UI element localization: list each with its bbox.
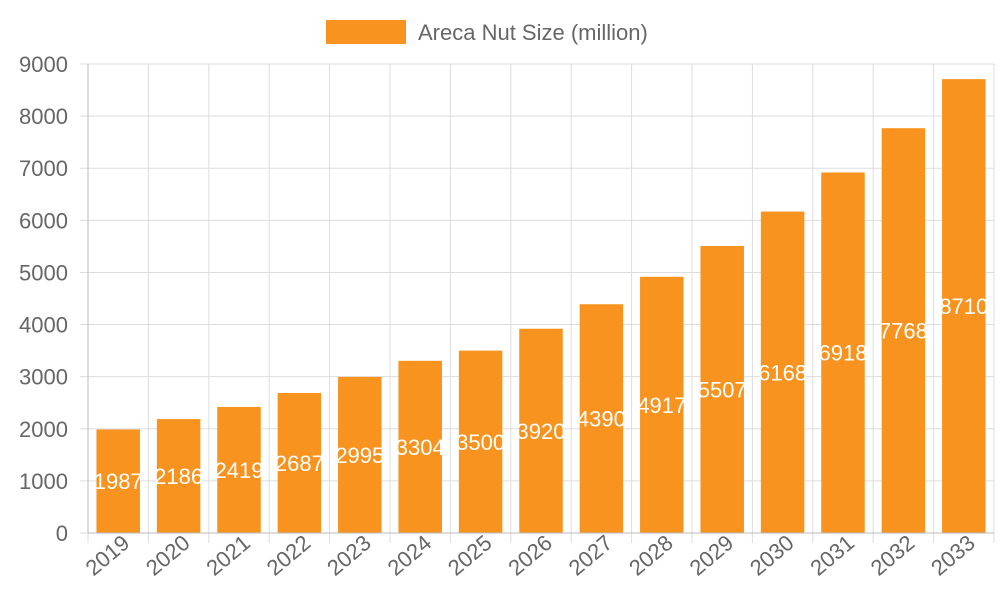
y-tick-label-0: 0 xyxy=(56,521,68,546)
x-tick-label-2030: 2030 xyxy=(745,530,799,581)
gridlines xyxy=(87,63,995,543)
y-tick-label-1000: 1000 xyxy=(19,469,68,494)
y-tick-label-9000: 9000 xyxy=(19,52,68,77)
data-label-2025: 3500 xyxy=(456,430,505,455)
x-tick-label-2023: 2023 xyxy=(322,530,376,581)
data-label-2021: 2419 xyxy=(215,458,264,483)
data-label-2019: 1987 xyxy=(94,469,143,494)
data-label-2029: 5507 xyxy=(698,378,747,403)
data-label-2022: 2687 xyxy=(275,451,324,476)
bar-2025[interactable] xyxy=(458,350,503,533)
bar-2032[interactable] xyxy=(881,128,926,534)
bar-2019[interactable] xyxy=(96,429,140,533)
x-tick-label-2032: 2032 xyxy=(866,530,920,581)
data-label-2033: 8710 xyxy=(939,294,988,319)
legend-swatch xyxy=(326,20,406,44)
bar-2029[interactable] xyxy=(700,246,744,533)
bar-2021[interactable] xyxy=(217,406,261,533)
data-label-2027: 4390 xyxy=(577,407,626,432)
x-tick-label-2024: 2024 xyxy=(383,530,437,581)
y-tick-label-4000: 4000 xyxy=(19,313,68,338)
data-labels: 1987 2186 2419 2687 2995 3304 3500 3920 4390 4917… xyxy=(94,294,989,494)
legend[interactable]: Areca Nut Size (million) xyxy=(326,20,648,45)
data-label-2032: 7768 xyxy=(879,319,928,344)
y-tick-label-5000: 5000 xyxy=(19,260,68,285)
bar-2024[interactable] xyxy=(398,360,442,533)
data-label-2031: 6918 xyxy=(819,341,868,366)
x-tick-label-2026: 2026 xyxy=(503,530,557,581)
data-label-2023: 2995 xyxy=(335,443,384,468)
x-tick-label-2029: 2029 xyxy=(685,530,739,581)
data-label-2020: 2186 xyxy=(154,464,203,489)
bar-2027[interactable] xyxy=(579,304,624,533)
x-tick-label-2028: 2028 xyxy=(624,530,678,581)
y-tick-label-7000: 7000 xyxy=(19,156,68,181)
x-tick-label-2031: 2031 xyxy=(805,530,859,581)
y-tick-label-8000: 8000 xyxy=(19,104,68,129)
x-tick-label-2022: 2022 xyxy=(262,530,316,581)
bar-2033[interactable] xyxy=(942,79,986,534)
y-axis-ticks: 0 1000 2000 3000 4000 5000 6000 7000 8000 9000 xyxy=(19,52,88,546)
bar-2026[interactable] xyxy=(519,328,563,533)
x-tick-label-2021: 2021 xyxy=(201,530,255,581)
bar-2028[interactable] xyxy=(640,276,684,533)
x-tick-label-2019: 2019 xyxy=(81,530,135,581)
data-label-2026: 3920 xyxy=(517,419,566,444)
bar-2022[interactable] xyxy=(277,392,322,533)
x-tick-label-2020: 2020 xyxy=(141,530,195,581)
bar-2020[interactable] xyxy=(156,419,201,533)
x-tick-label-2025: 2025 xyxy=(443,530,497,581)
x-tick-label-2027: 2027 xyxy=(564,530,618,581)
y-tick-label-2000: 2000 xyxy=(19,417,68,442)
data-label-2030: 6168 xyxy=(758,360,807,385)
bar-2030[interactable] xyxy=(760,211,805,533)
bars xyxy=(96,79,986,534)
x-axis-ticks: 2019 2020 2021 2022 2023 2024 2025 2026 2027 2028… xyxy=(81,530,980,581)
data-label-2028: 4917 xyxy=(637,393,686,418)
data-label-2024: 3304 xyxy=(396,435,445,460)
y-tick-label-3000: 3000 xyxy=(19,365,68,390)
legend-label-areca-nut-size: Areca Nut Size (million) xyxy=(418,20,648,45)
bar-2023[interactable] xyxy=(338,376,382,533)
y-tick-label-6000: 6000 xyxy=(19,208,68,233)
bar-2031[interactable] xyxy=(821,172,865,533)
x-tick-label-2033: 2033 xyxy=(926,530,980,581)
